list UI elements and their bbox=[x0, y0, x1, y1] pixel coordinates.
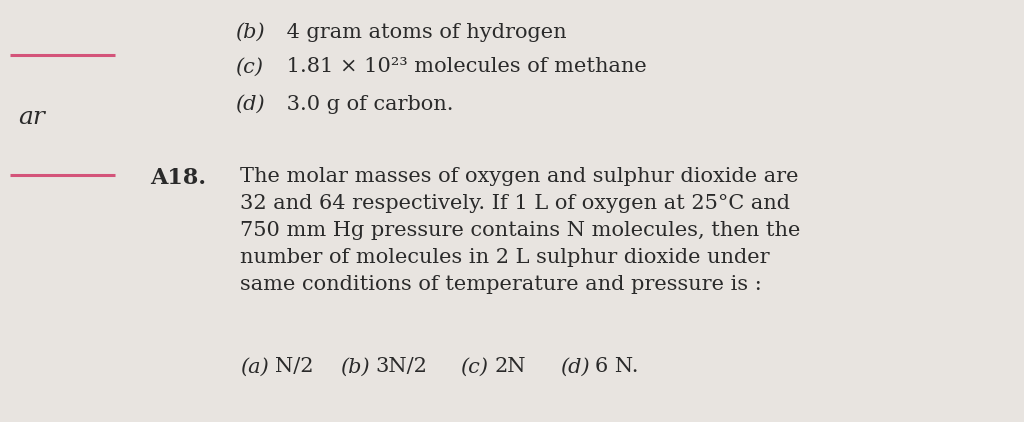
Text: 4 gram atoms of hydrogen: 4 gram atoms of hydrogen bbox=[280, 22, 566, 41]
Text: (d): (d) bbox=[560, 357, 590, 376]
Text: A18.: A18. bbox=[150, 167, 206, 189]
Text: The molar masses of oxygen and sulphur dioxide are: The molar masses of oxygen and sulphur d… bbox=[240, 167, 799, 186]
Text: (b): (b) bbox=[234, 22, 264, 41]
Text: N/2: N/2 bbox=[275, 357, 313, 376]
Text: 32 and 64 respectively. If 1 L of oxygen at 25°C and: 32 and 64 respectively. If 1 L of oxygen… bbox=[240, 194, 790, 213]
Text: (d): (d) bbox=[234, 95, 264, 114]
Text: 2N: 2N bbox=[495, 357, 526, 376]
Text: (a): (a) bbox=[240, 357, 268, 376]
Text: ar: ar bbox=[18, 106, 45, 129]
Text: 6 N.: 6 N. bbox=[595, 357, 639, 376]
Text: (b): (b) bbox=[340, 357, 370, 376]
Text: number of molecules in 2 L sulphur dioxide under: number of molecules in 2 L sulphur dioxi… bbox=[240, 248, 770, 267]
Text: (c): (c) bbox=[234, 57, 263, 76]
Text: 1.81 × 10²³ molecules of methane: 1.81 × 10²³ molecules of methane bbox=[280, 57, 647, 76]
Text: (c): (c) bbox=[460, 357, 488, 376]
Text: 3N/2: 3N/2 bbox=[375, 357, 427, 376]
Text: 750 mm Hg pressure contains N molecules, then the: 750 mm Hg pressure contains N molecules,… bbox=[240, 221, 801, 240]
Text: same conditions of temperature and pressure is :: same conditions of temperature and press… bbox=[240, 275, 762, 294]
Text: 3.0 g of carbon.: 3.0 g of carbon. bbox=[280, 95, 454, 114]
